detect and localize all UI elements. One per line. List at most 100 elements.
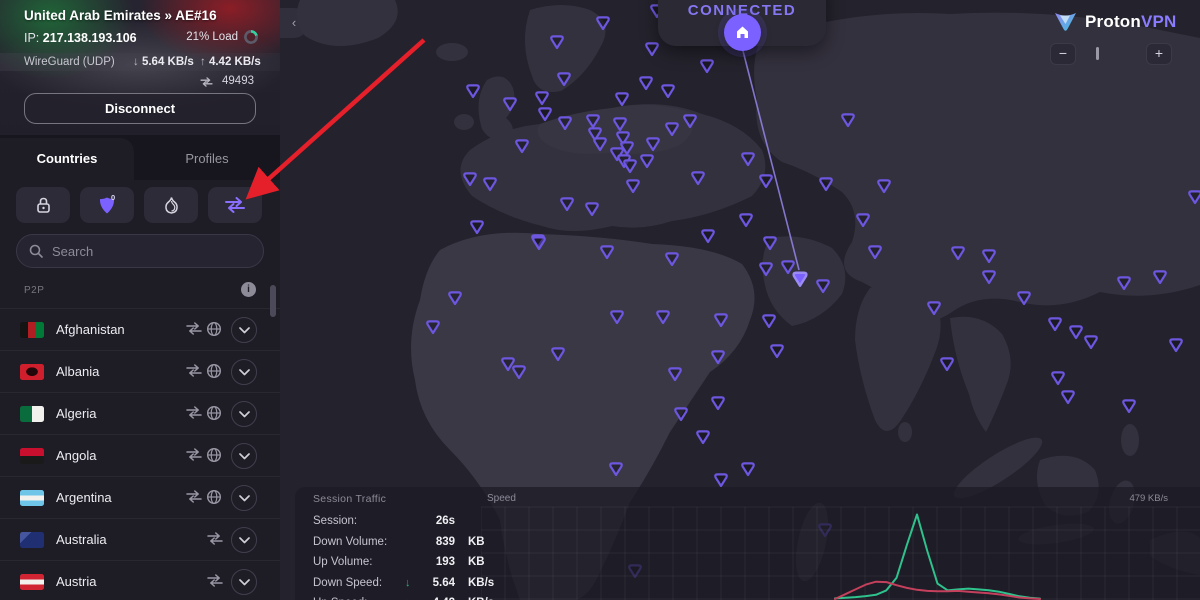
zoom-out-button[interactable]: − — [1050, 43, 1076, 65]
server-marker[interactable] — [768, 342, 786, 359]
expand-row-button[interactable] — [231, 359, 257, 385]
server-marker[interactable] — [712, 311, 730, 328]
expand-row-button[interactable] — [231, 485, 257, 511]
server-marker[interactable] — [839, 111, 857, 128]
server-marker[interactable] — [659, 82, 677, 99]
home-location-button[interactable] — [724, 14, 761, 51]
country-row[interactable]: Angola — [0, 434, 280, 476]
server-marker[interactable] — [761, 234, 779, 251]
secure-core-filter-button[interactable]: 0 — [80, 187, 134, 223]
server-marker[interactable] — [817, 175, 835, 192]
server-marker[interactable] — [513, 137, 531, 154]
server-marker[interactable] — [925, 299, 943, 316]
server-marker[interactable] — [556, 114, 574, 131]
tor-filter-button[interactable] — [144, 187, 198, 223]
server-marker[interactable] — [643, 40, 661, 57]
search-box[interactable] — [16, 234, 264, 268]
server-marker[interactable] — [608, 308, 626, 325]
server-marker[interactable] — [694, 428, 712, 445]
server-marker[interactable] — [760, 312, 778, 329]
server-marker[interactable] — [814, 277, 832, 294]
server-marker[interactable] — [594, 14, 612, 31]
server-marker[interactable] — [499, 355, 517, 372]
server-marker[interactable] — [586, 125, 604, 142]
server-marker[interactable] — [1059, 388, 1077, 405]
server-marker[interactable] — [548, 33, 566, 50]
server-marker[interactable] — [598, 243, 616, 260]
server-marker[interactable] — [607, 460, 625, 477]
server-marker[interactable] — [536, 105, 554, 122]
server-marker[interactable] — [1120, 397, 1138, 414]
tab-profiles[interactable]: Profiles — [185, 151, 229, 166]
server-marker[interactable] — [666, 365, 684, 382]
server-marker[interactable] — [689, 169, 707, 186]
server-marker[interactable] — [681, 112, 699, 129]
server-marker[interactable] — [558, 195, 576, 212]
server-marker[interactable] — [481, 175, 499, 192]
country-row[interactable]: Afghanistan — [0, 308, 280, 350]
server-marker[interactable] — [549, 345, 567, 362]
server-marker[interactable] — [637, 74, 655, 91]
country-row[interactable]: Albania — [0, 350, 280, 392]
server-marker[interactable] — [468, 218, 486, 235]
server-marker[interactable] — [737, 211, 755, 228]
server-marker[interactable] — [608, 145, 626, 162]
expand-row-button[interactable] — [231, 401, 257, 427]
expand-row-button[interactable] — [231, 443, 257, 469]
server-marker[interactable] — [709, 394, 727, 411]
server-marker[interactable] — [461, 170, 479, 187]
server-marker[interactable] — [644, 135, 662, 152]
server-marker[interactable] — [1082, 333, 1100, 350]
server-marker[interactable] — [1046, 315, 1064, 332]
country-row[interactable]: Algeria — [0, 392, 280, 434]
server-marker[interactable] — [591, 135, 609, 152]
server-marker[interactable] — [854, 211, 872, 228]
server-marker[interactable] — [663, 120, 681, 137]
server-marker[interactable] — [663, 250, 681, 267]
server-marker[interactable] — [757, 172, 775, 189]
server-marker[interactable] — [1015, 289, 1033, 306]
server-marker[interactable] — [790, 269, 808, 287]
server-marker[interactable] — [530, 234, 548, 251]
server-marker[interactable] — [654, 308, 672, 325]
server-marker[interactable] — [1115, 274, 1133, 291]
list-scrollbar[interactable] — [270, 285, 276, 317]
server-marker[interactable] — [712, 471, 730, 488]
server-marker[interactable] — [757, 260, 775, 277]
server-marker[interactable] — [980, 247, 998, 264]
server-marker[interactable] — [709, 348, 727, 365]
expand-row-button[interactable] — [231, 317, 257, 343]
country-row[interactable]: Austria — [0, 560, 280, 600]
server-marker[interactable] — [875, 177, 893, 194]
search-input[interactable] — [52, 243, 232, 259]
server-marker[interactable] — [698, 57, 716, 74]
tab-countries[interactable]: Countries — [0, 138, 134, 180]
server-marker[interactable] — [1186, 188, 1200, 205]
expand-row-button[interactable] — [231, 569, 257, 595]
server-marker[interactable] — [424, 318, 442, 335]
server-marker[interactable] — [638, 152, 656, 169]
server-marker[interactable] — [1049, 369, 1067, 386]
server-marker[interactable] — [739, 460, 757, 477]
server-marker[interactable] — [1167, 336, 1185, 353]
server-marker[interactable] — [866, 243, 884, 260]
server-marker[interactable] — [533, 89, 551, 106]
server-marker[interactable] — [949, 244, 967, 261]
server-marker[interactable] — [672, 405, 690, 422]
info-icon[interactable]: i — [241, 282, 256, 297]
server-marker[interactable] — [699, 227, 717, 244]
p2p-filter-button[interactable] — [208, 187, 262, 223]
server-marker[interactable] — [621, 157, 639, 174]
server-marker[interactable] — [1067, 323, 1085, 340]
disconnect-button[interactable]: Disconnect — [24, 93, 256, 124]
server-marker[interactable] — [614, 129, 632, 146]
server-marker[interactable] — [613, 90, 631, 107]
expand-row-button[interactable] — [231, 527, 257, 553]
server-marker[interactable] — [618, 139, 636, 156]
server-marker[interactable] — [464, 82, 482, 99]
server-marker[interactable] — [980, 268, 998, 285]
server-marker[interactable] — [611, 115, 629, 132]
server-marker[interactable] — [555, 70, 573, 87]
server-marker[interactable] — [624, 177, 642, 194]
